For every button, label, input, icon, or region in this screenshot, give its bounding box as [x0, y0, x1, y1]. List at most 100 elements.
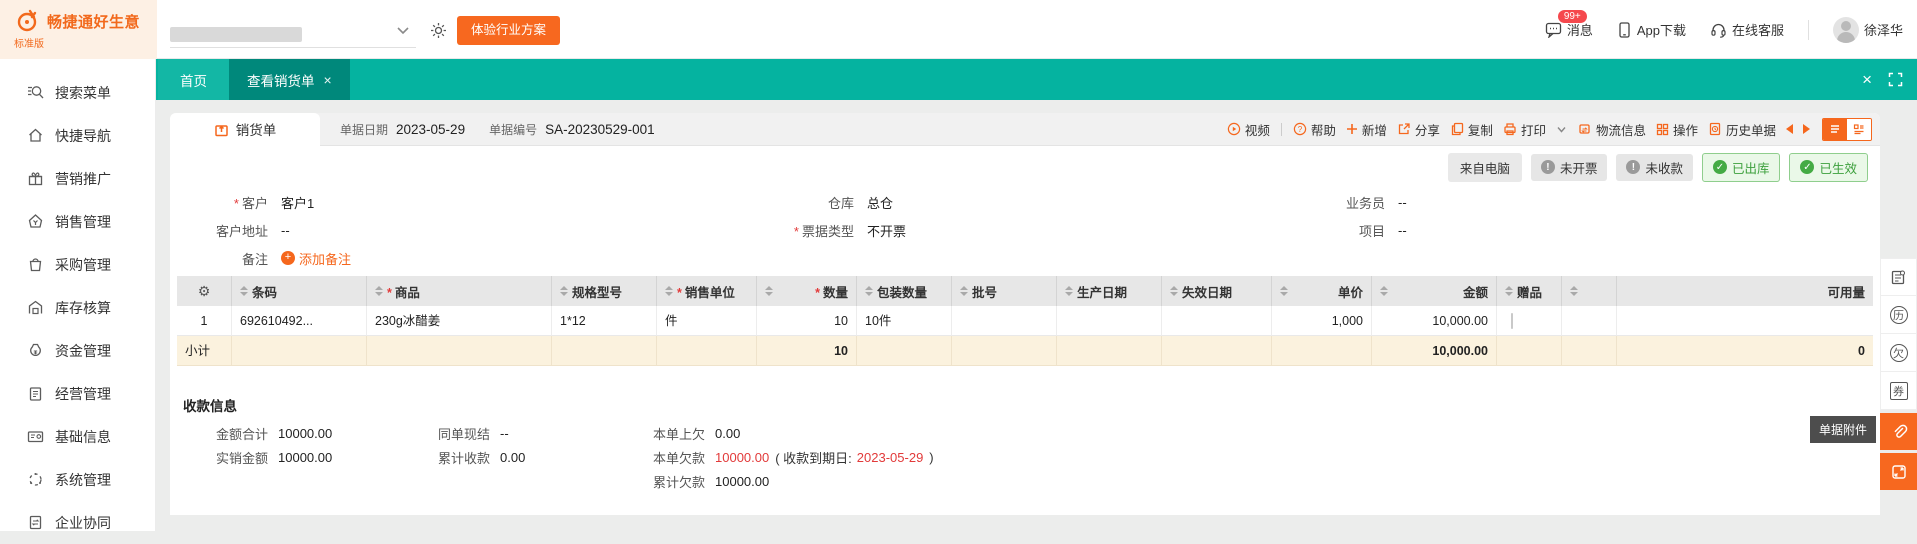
sort-icon[interactable]: [375, 286, 383, 296]
subtotal-qty: 10: [757, 336, 857, 366]
sort-icon[interactable]: [765, 286, 773, 296]
col-qty[interactable]: * 数量: [757, 276, 857, 306]
expand-button[interactable]: [1880, 453, 1917, 490]
sidebar-item-collaboration[interactable]: 企业协同: [0, 501, 155, 544]
col-exp-date[interactable]: 失效日期: [1162, 276, 1272, 306]
print-button[interactable]: 打印: [1503, 120, 1546, 139]
salesman-value[interactable]: --: [1398, 194, 1407, 210]
cell-extra: [1562, 306, 1617, 336]
column-settings[interactable]: ⚙: [177, 276, 232, 306]
sort-icon[interactable]: [865, 286, 873, 296]
tab-close-icon[interactable]: ×: [323, 71, 332, 88]
warehouse-label: 仓库: [827, 195, 854, 211]
billtype-value[interactable]: 不开票: [867, 223, 907, 239]
sidebar-item-inventory[interactable]: 库存核算: [0, 286, 155, 329]
customer-value[interactable]: 客户1: [281, 195, 315, 211]
sidebar-item-basic-info[interactable]: 基础信息: [0, 415, 155, 458]
attachment-button[interactable]: [1880, 413, 1917, 450]
col-spec[interactable]: 规格型号: [552, 276, 657, 306]
close-all-tabs-icon[interactable]: ×: [1862, 70, 1872, 89]
sort-icon[interactable]: [1505, 286, 1513, 296]
list-view-toggle[interactable]: [1823, 118, 1847, 140]
sort-icon[interactable]: [960, 286, 968, 296]
user-menu[interactable]: 徐泽华: [1832, 16, 1903, 43]
search-input[interactable]: [170, 27, 302, 42]
sort-icon[interactable]: [1380, 286, 1388, 296]
prev-record-button[interactable]: [1786, 124, 1793, 134]
online-service-button[interactable]: 在线客服: [1710, 20, 1784, 39]
coupon-char-icon: 券: [1889, 381, 1908, 400]
actual-amount-value: 10000.00: [278, 449, 333, 465]
cell-index: 1: [177, 306, 232, 336]
col-prod-date[interactable]: 生产日期: [1057, 276, 1162, 306]
experience-plan-button[interactable]: 体验行业方案: [457, 16, 561, 45]
col-price[interactable]: 单价: [1272, 276, 1372, 306]
col-amount[interactable]: 金额: [1372, 276, 1497, 306]
logistics-button[interactable]: 物流信息: [1577, 120, 1646, 139]
col-unit[interactable]: * 销售单位: [657, 276, 757, 306]
owed-value: 10000.00: [715, 449, 770, 465]
history-rail-button[interactable]: 历: [1880, 296, 1917, 334]
tab-view-sales-order[interactable]: 查看销货单 ×: [229, 59, 350, 100]
share-button[interactable]: 分享: [1397, 120, 1440, 139]
check-icon: ✓: [1800, 160, 1815, 174]
sort-icon[interactable]: [560, 286, 568, 296]
col-batch[interactable]: 批号: [952, 276, 1057, 306]
gift-checkbox[interactable]: [1511, 313, 1513, 329]
gear-icon[interactable]: [430, 22, 447, 39]
app-download-button[interactable]: App下载: [1617, 20, 1686, 39]
cash-settle-label: 同单现结: [437, 426, 490, 442]
video-button[interactable]: 视频: [1227, 120, 1270, 139]
add-remark-button[interactable]: + 添加备注: [281, 249, 351, 268]
history-doc-icon: [1708, 122, 1722, 136]
coupon-rail-button[interactable]: 券: [1880, 372, 1917, 410]
sidebar-item-sales[interactable]: 销售管理: [0, 200, 155, 243]
sidebar-item-funds[interactable]: 资金管理: [0, 329, 155, 372]
tab-home[interactable]: 首页: [158, 59, 229, 100]
sidebar-item-operations[interactable]: 经营管理: [0, 372, 155, 415]
owed-rail-button[interactable]: 欠: [1880, 334, 1917, 372]
warehouse-value[interactable]: 总仓: [867, 195, 894, 211]
doc-note-button[interactable]: [1880, 258, 1917, 296]
col-pkg-qty[interactable]: 包装数量: [857, 276, 952, 306]
actions-button[interactable]: 操作: [1656, 120, 1698, 139]
tab-bar: 首页 查看销货单 × ×: [156, 59, 1917, 100]
next-record-button[interactable]: [1803, 124, 1810, 134]
card-header: 销货单 单据日期 2023-05-29 单据编号 SA-20230529-001…: [170, 112, 1880, 146]
col-gift[interactable]: 赠品: [1497, 276, 1562, 306]
col-barcode[interactable]: 条码: [232, 276, 367, 306]
effective-label: 已生效: [1819, 161, 1857, 176]
required-mark: *: [387, 285, 392, 300]
col-label: 生产日期: [1077, 285, 1128, 300]
sort-icon[interactable]: [665, 286, 673, 296]
project-value[interactable]: --: [1398, 222, 1407, 238]
col-extra[interactable]: [1562, 276, 1617, 306]
required-mark: *: [793, 223, 799, 239]
col-product[interactable]: * 商品: [367, 276, 552, 306]
fullscreen-icon[interactable]: [1888, 72, 1903, 87]
sidebar-item-quick-nav[interactable]: 快捷导航: [0, 114, 155, 157]
col-available[interactable]: 可用量: [1617, 276, 1873, 306]
add-button[interactable]: 新增: [1346, 120, 1387, 139]
doc-tab-sales-order[interactable]: 销货单: [170, 112, 320, 146]
sidebar-item-system[interactable]: 系统管理: [0, 458, 155, 501]
sidebar-item-search-menu[interactable]: 搜索菜单: [0, 71, 155, 114]
detail-view-toggle[interactable]: [1847, 118, 1871, 140]
sidebar-item-marketing[interactable]: 营销推广: [0, 157, 155, 200]
print-dropdown[interactable]: [1556, 124, 1567, 135]
history-button[interactable]: 历史单据: [1708, 120, 1776, 139]
address-value[interactable]: --: [281, 222, 290, 238]
sort-icon[interactable]: [1280, 286, 1288, 296]
sort-icon[interactable]: [1170, 286, 1178, 296]
cell-pkg-qty: 10件: [857, 306, 952, 336]
sort-icon[interactable]: [240, 286, 248, 296]
messages-button[interactable]: 99+ 消息: [1545, 9, 1593, 39]
copy-button[interactable]: 复制: [1450, 120, 1493, 139]
sidebar-item-purchase[interactable]: 采购管理: [0, 243, 155, 286]
sidebar-item-label: 库存核算: [55, 299, 111, 316]
sort-icon[interactable]: [1570, 286, 1578, 296]
chevron-down-icon[interactable]: [396, 24, 410, 38]
table-row[interactable]: 1 692610492... 230g冰醋姜 1*12 件 10 10件 1,0…: [177, 306, 1873, 336]
sort-icon[interactable]: [1065, 286, 1073, 296]
help-button[interactable]: ? 帮助: [1293, 120, 1336, 139]
